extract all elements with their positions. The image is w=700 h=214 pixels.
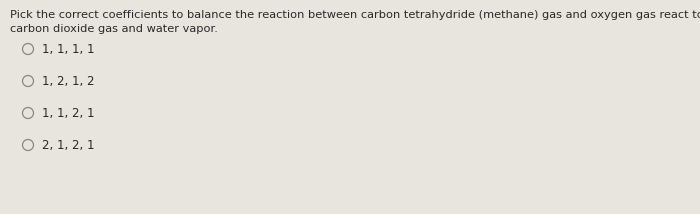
Text: 1, 2, 1, 2: 1, 2, 1, 2 <box>42 74 94 88</box>
Text: carbon dioxide gas and water vapor.: carbon dioxide gas and water vapor. <box>10 24 218 34</box>
Text: 2, 1, 2, 1: 2, 1, 2, 1 <box>42 138 94 152</box>
Text: Pick the correct coefficients to balance the reaction between carbon tetrahydrid: Pick the correct coefficients to balance… <box>10 10 700 20</box>
Text: 1, 1, 1, 1: 1, 1, 1, 1 <box>42 43 94 55</box>
Text: 1, 1, 2, 1: 1, 1, 2, 1 <box>42 107 94 119</box>
